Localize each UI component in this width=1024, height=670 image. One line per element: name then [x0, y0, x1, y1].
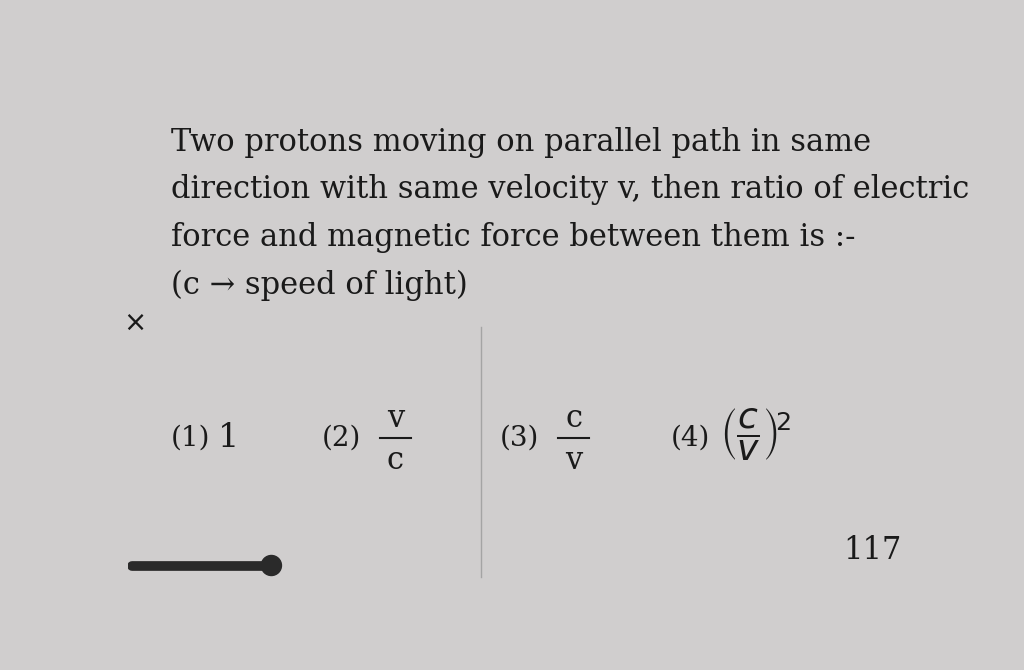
Text: (1): (1) — [171, 425, 210, 452]
Text: $\left(\dfrac{c}{v}\right)^{\!2}$: $\left(\dfrac{c}{v}\right)^{\!2}$ — [720, 407, 792, 463]
Text: (4): (4) — [671, 425, 710, 452]
Circle shape — [261, 555, 282, 576]
Text: (2): (2) — [322, 425, 361, 452]
Text: (3): (3) — [500, 425, 540, 452]
Text: $\times$: $\times$ — [124, 309, 145, 337]
Text: force and magnetic force between them is :-: force and magnetic force between them is… — [171, 222, 855, 253]
Text: 117: 117 — [843, 535, 901, 565]
Text: v: v — [565, 446, 583, 476]
Text: 1: 1 — [218, 423, 240, 454]
Text: direction with same velocity v, then ratio of electric: direction with same velocity v, then rat… — [171, 174, 969, 205]
Text: (c → speed of light): (c → speed of light) — [171, 270, 467, 301]
Text: c: c — [565, 403, 582, 434]
Text: v: v — [387, 403, 404, 434]
Text: c: c — [387, 446, 403, 476]
Text: Two protons moving on parallel path in same: Two protons moving on parallel path in s… — [171, 127, 870, 157]
